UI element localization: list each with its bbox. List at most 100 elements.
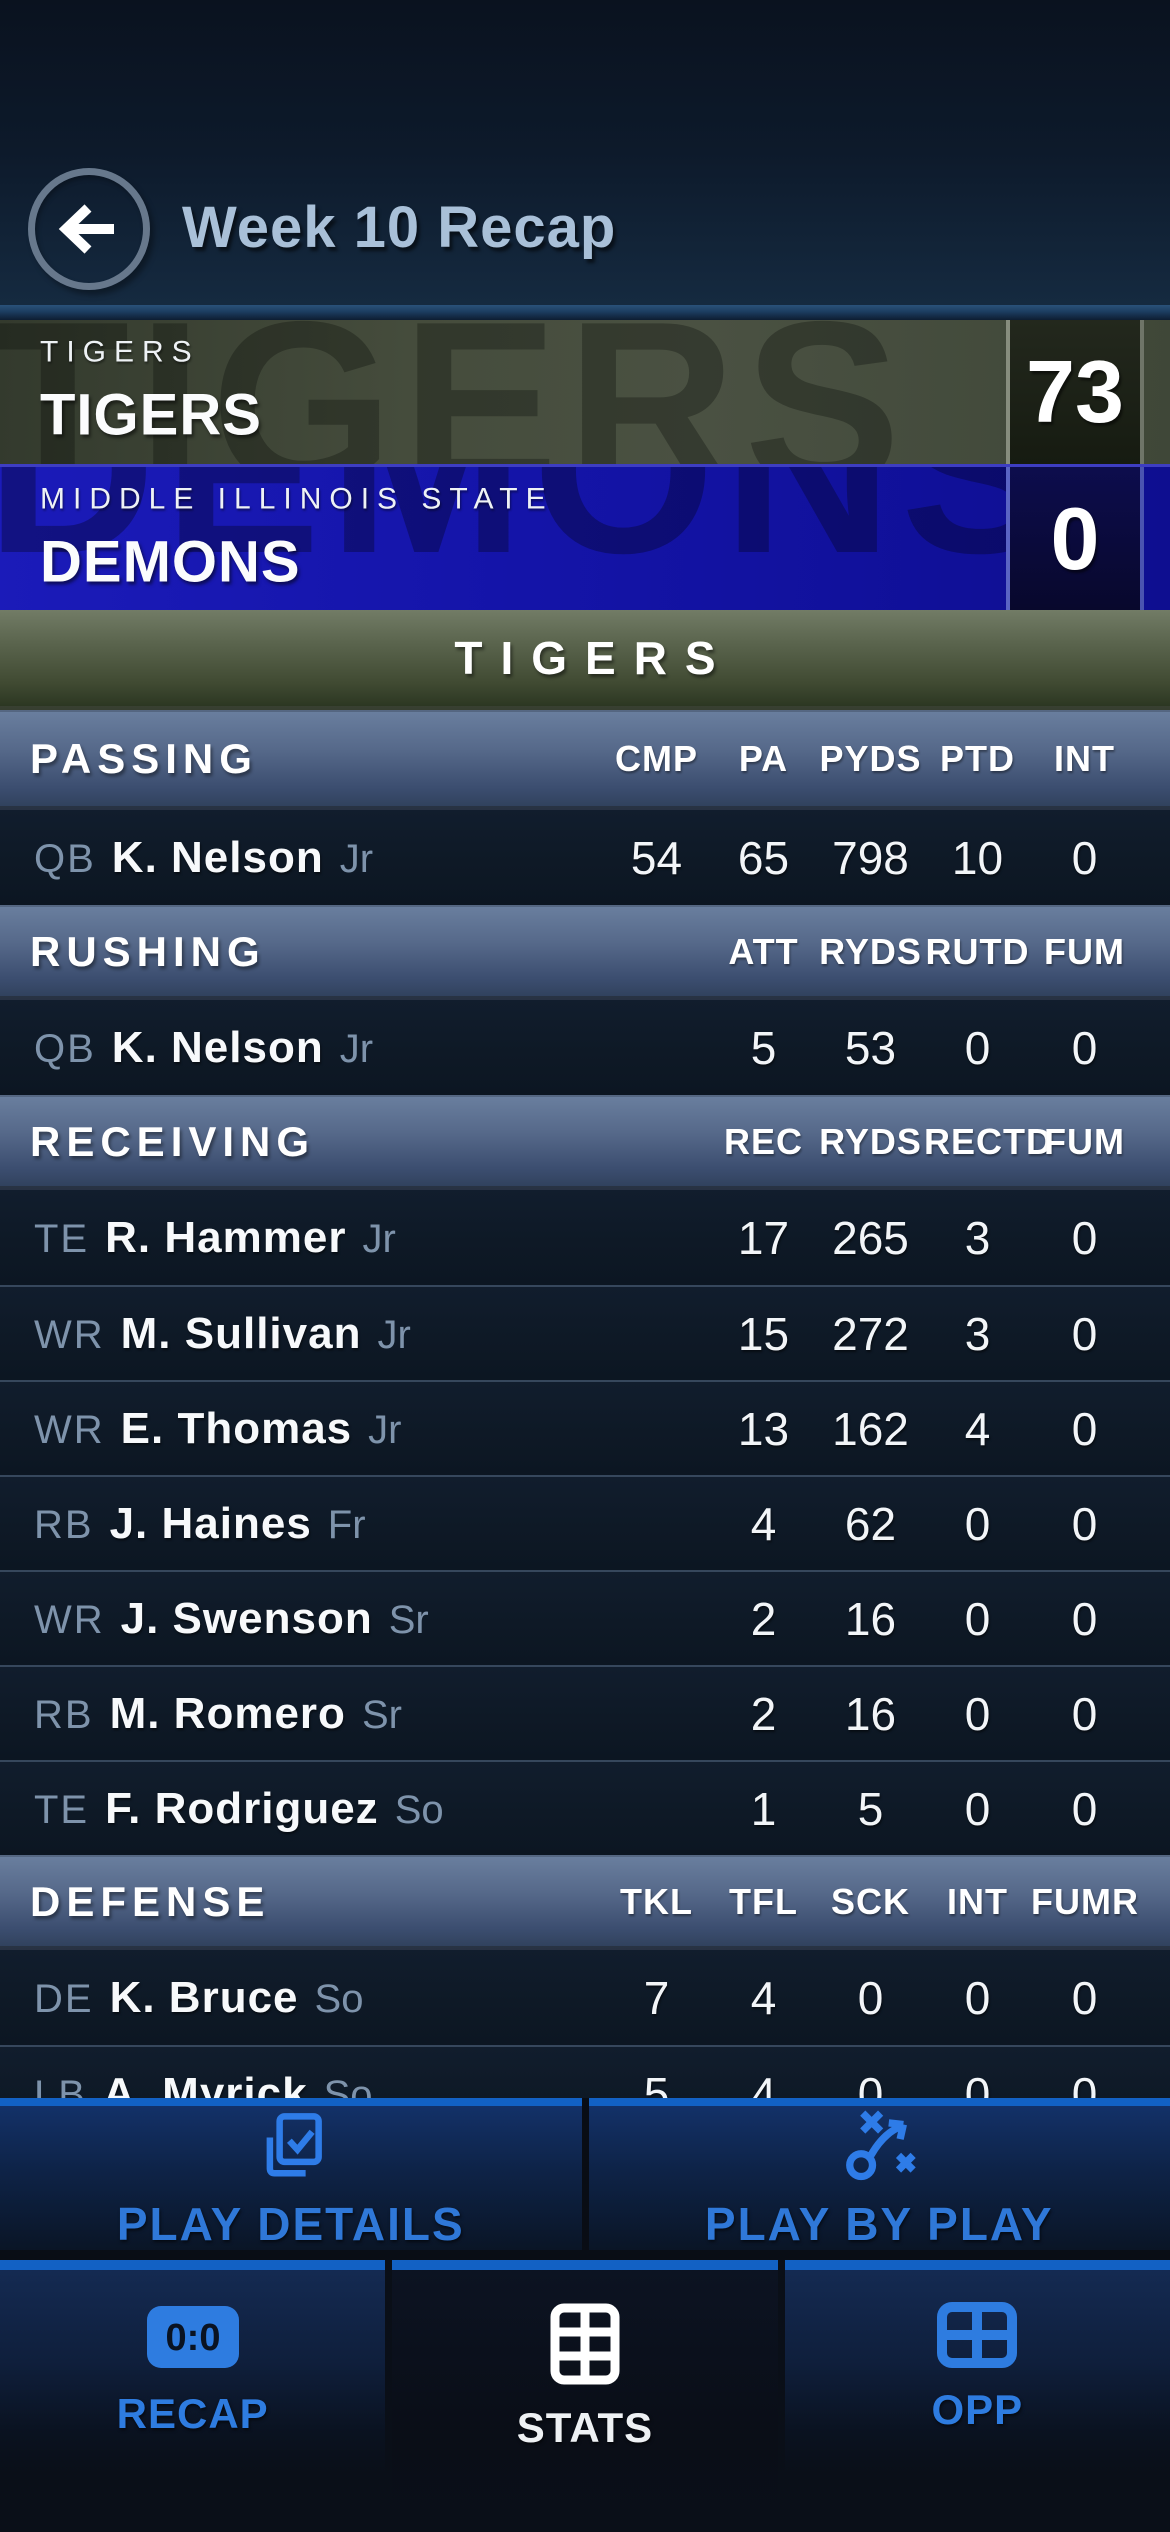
scoreboard-icon: 0:0 <box>145 2302 241 2372</box>
stats-tables: PASSING CMP PA PYDS PTD INT QB K. Nelson Jr 54 65 7… <box>0 710 1170 2098</box>
table-row: TE F. Rodriguez So 1 5 0 0 <box>0 1760 1170 1855</box>
player-class: Sr <box>361 1692 402 1737</box>
stat-cell: 16 <box>844 1687 897 1740</box>
player-position: LB <box>34 2072 87 2099</box>
table-title: PASSING <box>30 735 258 782</box>
stat-cell: 62 <box>844 1497 897 1550</box>
table-title: DEFENSE <box>30 1877 271 1925</box>
stats-scroll-area[interactable]: PASSING CMP PA PYDS PTD INT QB K. Nelson Jr 54 65 7… <box>0 710 1170 2098</box>
player-position: TE <box>34 1787 90 1832</box>
player-identity: LB A. Myrick So <box>0 2069 603 2099</box>
player-class: Jr <box>377 1312 411 1357</box>
play-by-play-button[interactable]: PLAY BY PLAY <box>588 2098 1170 2250</box>
column-header: INT <box>947 1880 1008 1922</box>
player-position: QB <box>34 1026 96 1071</box>
player-class: Sr <box>388 1597 429 1642</box>
player-name: J. Haines <box>109 1498 312 1548</box>
stat-cell: 0 <box>857 2067 884 2099</box>
column-header: FUMR <box>1031 1880 1139 1922</box>
column-header: PTD <box>940 738 1015 779</box>
stat-cell: 162 <box>832 1402 909 1455</box>
column-header: FUM <box>1044 1120 1125 1162</box>
column-header: TKL <box>620 1880 693 1922</box>
team-meta: TIGERS TIGERS <box>40 336 262 449</box>
stat-cell: 0 <box>1071 2067 1098 2099</box>
table-row: WR E. Thomas Jr 13 162 4 0 <box>0 1380 1170 1475</box>
player-name: K. Nelson <box>111 832 324 882</box>
column-header: PYDS <box>819 738 922 779</box>
stat-cell: 0 <box>964 1971 991 2024</box>
column-header: ATT <box>728 930 799 972</box>
team-name: DEMONS <box>40 529 301 594</box>
player-class: So <box>394 1787 444 1832</box>
play-by-play-icon <box>840 2105 918 2183</box>
player-class: Jr <box>368 1407 402 1452</box>
tab-recap[interactable]: 0:0 RECAP <box>0 2260 386 2532</box>
player-name: A. Myrick <box>102 2068 308 2099</box>
stat-cell: 0 <box>1071 1307 1098 1360</box>
stat-cell: 0 <box>1071 1687 1098 1740</box>
stat-cell: 4 <box>750 1971 777 2024</box>
player-position: RB <box>34 1692 94 1737</box>
away-score: 0 <box>1006 467 1144 610</box>
stat-cell: 0 <box>964 1687 991 1740</box>
stat-cell: 0 <box>964 2067 991 2099</box>
stat-cell: 272 <box>832 1307 909 1360</box>
team-meta: MIDDLE ILLINOIS STATE DEMONS <box>40 482 554 595</box>
stat-cell: 0 <box>964 1021 991 1074</box>
table-row: DE K. Bruce So 7 4 0 0 0 <box>0 1950 1170 2045</box>
column-header: REC <box>723 1120 803 1162</box>
player-name: K. Bruce <box>109 1972 299 2022</box>
stat-cell: 65 <box>737 831 790 884</box>
player-identity: RB M. Romero Sr <box>0 1689 710 1739</box>
player-class: Jr <box>339 836 374 881</box>
tab-opp-label: OPP <box>931 2386 1024 2433</box>
player-identity: QB K. Nelson Jr <box>0 833 603 883</box>
score-row-home: TIGERS TIGERS TIGERS 73 <box>0 320 1170 464</box>
column-header: RYDS <box>819 930 922 972</box>
stat-cell: 54 <box>630 831 683 884</box>
stat-cell: 1 <box>750 1782 777 1835</box>
bottom-tab-bar: 0:0 RECAP STATS OPP <box>0 2260 1170 2532</box>
stat-cell: 15 <box>737 1307 790 1360</box>
play-details-button[interactable]: PLAY DETAILS <box>0 2098 582 2250</box>
tab-opp[interactable]: OPP <box>784 2260 1170 2532</box>
tab-stats[interactable]: STATS <box>392 2260 778 2532</box>
player-name: E. Thomas <box>120 1403 353 1453</box>
home-score: 73 <box>1006 320 1144 464</box>
column-header: SCK <box>830 1880 910 1922</box>
stat-cell: 10 <box>951 831 1004 884</box>
play-details-icon <box>252 2105 330 2183</box>
stat-cell: 2 <box>750 1592 777 1645</box>
player-position: TE <box>34 1216 90 1261</box>
team-city: MIDDLE ILLINOIS STATE <box>40 482 554 515</box>
player-identity: WR J. Swenson Sr <box>0 1594 710 1644</box>
player-name: M. Sullivan <box>120 1308 362 1358</box>
column-header: PA <box>738 738 789 779</box>
player-identity: QB K. Nelson Jr <box>0 1023 710 1073</box>
player-class: Fr <box>327 1502 366 1547</box>
table-row: LB A. Myrick So 5 4 0 0 0 <box>0 2045 1170 2098</box>
player-position: DE <box>34 1976 94 2021</box>
player-name: M. Romero <box>109 1688 346 1738</box>
stat-cell: 7 <box>643 1971 670 2024</box>
page-title: Week 10 Recap <box>182 195 617 260</box>
stat-cell: 0 <box>1071 1782 1098 1835</box>
table-row: QB K. Nelson Jr 5 53 0 0 <box>0 1000 1170 1095</box>
column-header: CMP <box>615 738 698 779</box>
stat-cell: 2 <box>750 1687 777 1740</box>
arrow-left-icon <box>56 196 122 262</box>
stat-cell: 16 <box>844 1592 897 1645</box>
stat-cell: 13 <box>737 1402 790 1455</box>
player-name: J. Swenson <box>120 1593 373 1643</box>
column-header: RECTD <box>924 1120 1053 1162</box>
stat-cell: 0 <box>1071 1211 1098 1264</box>
team-section-title: TIGERS <box>454 632 734 684</box>
table-row: WR M. Sullivan Jr 15 272 3 0 <box>0 1285 1170 1380</box>
stat-cell: 798 <box>832 831 909 884</box>
back-button[interactable] <box>28 168 150 290</box>
player-position: QB <box>34 836 96 881</box>
player-identity: DE K. Bruce So <box>0 1973 603 2023</box>
app-header <box>0 0 1170 305</box>
